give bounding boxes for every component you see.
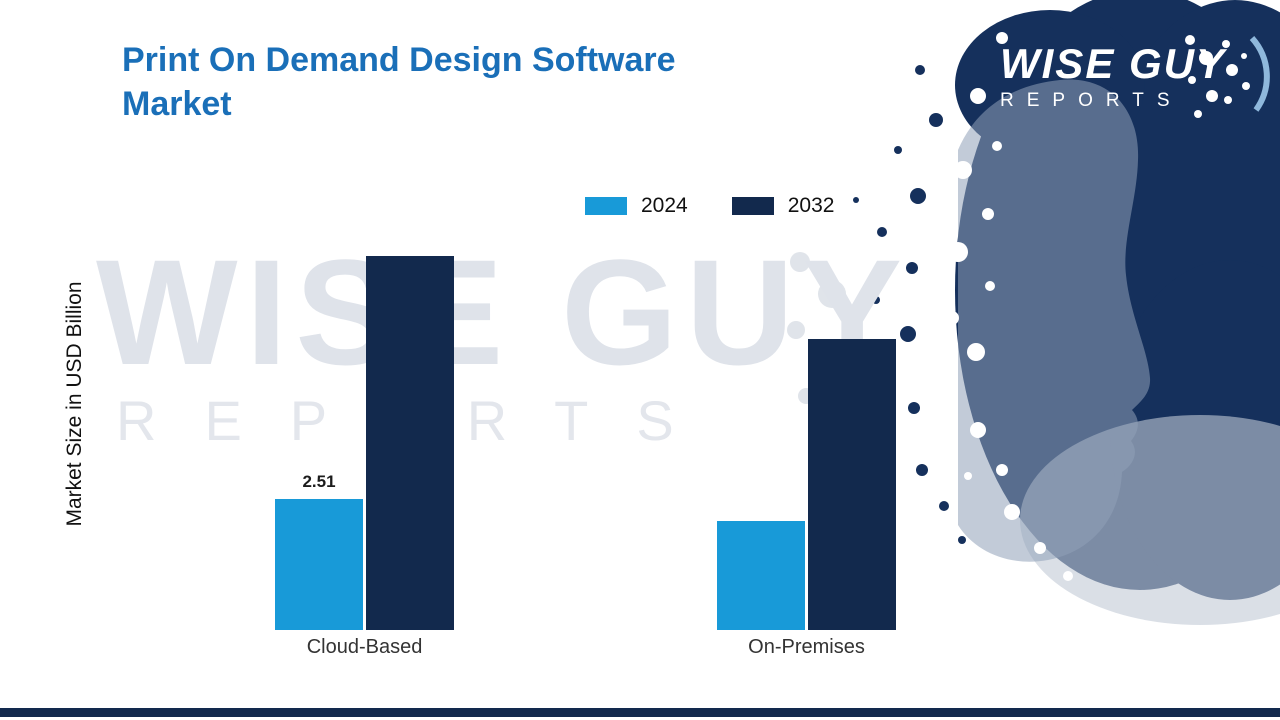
legend-swatch-2032 bbox=[731, 197, 774, 215]
legend-label-2032: 2032 bbox=[787, 194, 835, 217]
logo-subtitle: REPORTS bbox=[1000, 90, 1183, 111]
watermark-wise-guy: WISE GUY bbox=[96, 228, 911, 396]
page-title-line1: Print On Demand Design Software bbox=[122, 41, 676, 79]
bar-group-on-premises bbox=[717, 339, 896, 630]
x-axis-label-cloud-based: Cloud-Based bbox=[306, 636, 423, 658]
bar-2024-cloud-based: 2.51 bbox=[275, 472, 363, 630]
legend-item-2024: 2024 bbox=[585, 194, 688, 218]
x-axis-label-on-premises: On-Premises bbox=[748, 636, 865, 658]
bar-2032-on-premises bbox=[808, 339, 896, 630]
logo-name: WISE GUY bbox=[1000, 40, 1227, 87]
bar-2024-on-premises bbox=[717, 521, 805, 630]
footer-accent-bar bbox=[0, 708, 1280, 717]
chart-legend: 2024 2032 bbox=[585, 194, 834, 218]
legend-item-2032: 2032 bbox=[731, 194, 835, 218]
legend-label-2024: 2024 bbox=[641, 194, 688, 217]
page-title-line2: Market bbox=[122, 85, 232, 124]
bar-value-label: 2.51 bbox=[302, 472, 336, 491]
legend-swatch-2024 bbox=[585, 197, 627, 215]
wise-guy-reports-logo: WISE GUY REPORTS bbox=[1000, 40, 1226, 112]
bar-group-cloud-based: 2.51 bbox=[275, 256, 454, 630]
bar-2032-cloud-based bbox=[366, 256, 454, 630]
page-title: Print On Demand Design Software Market bbox=[122, 38, 676, 126]
